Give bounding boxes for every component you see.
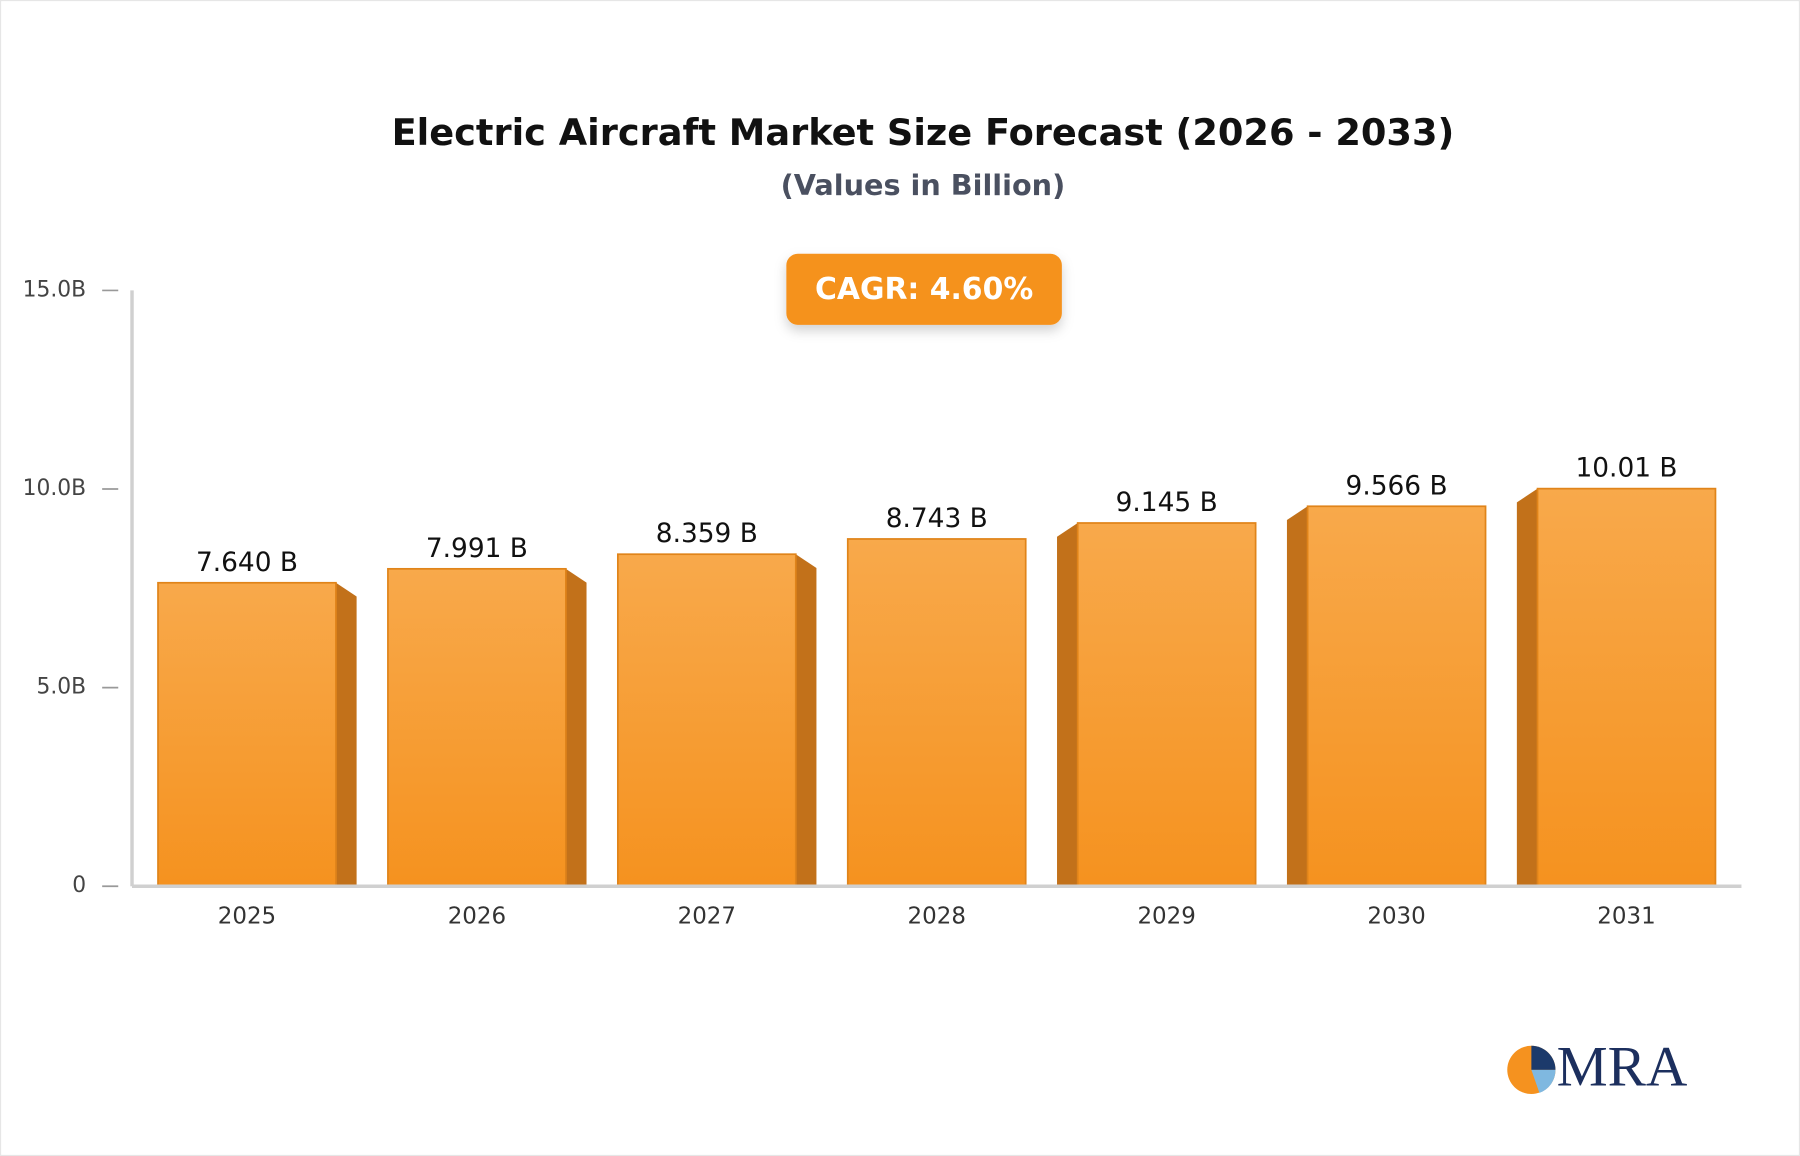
logo: MRA bbox=[1507, 1035, 1688, 1098]
y-tick-label: 0 bbox=[72, 873, 86, 898]
value-label: 9.145 B bbox=[1116, 487, 1218, 518]
bar bbox=[387, 567, 567, 888]
cagr-badge bbox=[786, 253, 1062, 325]
x-tick-label: 2029 bbox=[1137, 904, 1195, 930]
bar bbox=[1536, 487, 1717, 888]
bar bbox=[616, 553, 797, 888]
x-tick-label: 2031 bbox=[1597, 904, 1655, 930]
bar-side bbox=[1057, 522, 1078, 887]
bar bbox=[846, 538, 1027, 888]
x-tick-label: 2025 bbox=[218, 904, 276, 930]
bar-side bbox=[795, 554, 817, 887]
value-label: 7.640 B bbox=[196, 547, 298, 578]
y-tick-label: 5.0B bbox=[36, 675, 86, 700]
x-tick-label: 2030 bbox=[1367, 904, 1425, 930]
value-label: 10.01 B bbox=[1575, 453, 1677, 484]
plot: 0 5.0B 10.0B 15.0B 2025 7.640 B 2026 7.991 B 202… bbox=[23, 277, 1742, 930]
bar bbox=[1306, 505, 1487, 888]
cagr-text: CAGR: 4.60% bbox=[815, 272, 1033, 307]
x-tick-label: 2028 bbox=[908, 904, 966, 930]
chart-title: Electric Aircraft Market Size Forecast (… bbox=[392, 111, 1455, 154]
bar-side bbox=[1286, 506, 1308, 887]
bar-side bbox=[565, 568, 587, 887]
bar bbox=[1076, 522, 1257, 888]
value-label: 8.359 B bbox=[656, 518, 758, 549]
logo-icon-part bbox=[1531, 1045, 1556, 1070]
bar-side bbox=[1516, 488, 1538, 887]
y-tick-label: 15.0B bbox=[23, 277, 87, 302]
bar bbox=[157, 581, 337, 888]
x-tick-label: 2027 bbox=[678, 904, 736, 930]
logo-icon-part bbox=[1531, 1069, 1556, 1093]
chart-subtitle: (Values in Billion) bbox=[781, 168, 1066, 202]
logo-text: MRA bbox=[1557, 1035, 1688, 1098]
y-tick-label: 10.0B bbox=[23, 476, 87, 501]
value-label: 9.566 B bbox=[1346, 470, 1448, 501]
x-tick-label: 2026 bbox=[448, 904, 506, 930]
value-label: 8.743 B bbox=[886, 503, 988, 534]
value-label: 7.991 B bbox=[426, 533, 528, 564]
bar-side bbox=[335, 582, 357, 887]
